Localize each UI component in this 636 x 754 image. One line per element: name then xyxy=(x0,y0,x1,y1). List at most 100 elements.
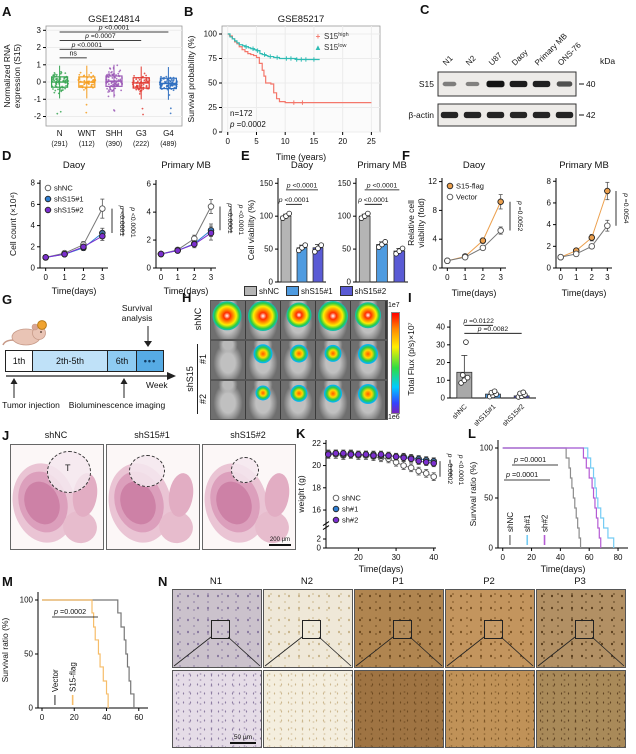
panel-m-label: M xyxy=(2,574,13,589)
legend-swatch xyxy=(244,286,257,296)
mouse-bioluminescence-image xyxy=(281,301,315,339)
inset-box xyxy=(211,620,230,639)
mouse-bioluminescence-image xyxy=(281,381,315,419)
bioluminescence-glow xyxy=(290,384,308,402)
svg-text:Cell viability (%): Cell viability (%) xyxy=(246,200,256,261)
svg-text:50: 50 xyxy=(24,650,33,659)
svg-text:Daoy: Daoy xyxy=(63,160,85,171)
svg-text:6: 6 xyxy=(547,198,552,207)
bioluminescence-imaging-label: Bioluminescence imaging xyxy=(68,400,166,410)
svg-text:80: 80 xyxy=(614,553,623,562)
svg-text:N2: N2 xyxy=(464,53,478,67)
mouse-bioluminescence-image xyxy=(211,341,245,379)
svg-text:▲: ▲ xyxy=(314,43,322,52)
svg-text:shS15#2: shS15#2 xyxy=(54,206,84,215)
svg-text:sh#2: sh#2 xyxy=(541,514,550,532)
legend-label: shS15#1 xyxy=(301,286,333,296)
panel-c-label: C xyxy=(420,2,430,17)
legend-swatch xyxy=(339,286,353,296)
svg-text:100: 100 xyxy=(480,444,494,453)
svg-text:Normalized RNA: Normalized RNA xyxy=(2,44,12,108)
svg-text:β-actin: β-actin xyxy=(408,110,434,120)
panel-n-ihc: N1 50 μm N2 P1 P2 P3 xyxy=(158,576,636,752)
svg-text:50: 50 xyxy=(264,245,273,254)
down-arrow-icon xyxy=(144,326,152,347)
svg-text:p =0.0002: p =0.0002 xyxy=(446,453,453,485)
svg-text:0: 0 xyxy=(29,704,34,713)
inset-lines xyxy=(537,636,625,667)
svg-text:Daoy: Daoy xyxy=(463,160,485,171)
svg-text:0: 0 xyxy=(347,278,352,287)
panel-e-label: E xyxy=(241,148,250,163)
svg-text:shNC: shNC xyxy=(506,512,515,532)
svg-text:4: 4 xyxy=(547,220,552,229)
histology-image: T xyxy=(10,444,104,550)
bioluminescence-glow xyxy=(317,301,348,331)
svg-text:kDa: kDa xyxy=(600,56,615,66)
svg-text:40: 40 xyxy=(586,79,596,89)
svg-text:0: 0 xyxy=(147,264,152,273)
svg-text:100: 100 xyxy=(20,596,34,605)
svg-text:20: 20 xyxy=(436,358,445,367)
ihc-image xyxy=(354,589,444,668)
svg-text:-2: -2 xyxy=(34,112,42,121)
svg-text:50: 50 xyxy=(484,494,493,503)
panel-b-label: B xyxy=(184,4,194,19)
svg-text:p <0.0001: p <0.0001 xyxy=(98,25,130,32)
svg-text:sh#2: sh#2 xyxy=(342,516,358,525)
svg-text:30: 30 xyxy=(436,340,445,349)
svg-text:S15-flag: S15-flag xyxy=(456,182,484,191)
ihc-sample-label: P2 xyxy=(483,576,495,587)
svg-text:40: 40 xyxy=(102,713,111,722)
svg-text:p <0.0001: p <0.0001 xyxy=(278,197,310,204)
svg-text:0: 0 xyxy=(433,264,438,273)
svg-text:1: 1 xyxy=(574,273,579,282)
svg-text:p <0.0001: p <0.0001 xyxy=(357,197,389,204)
svg-text:1: 1 xyxy=(37,60,42,69)
svg-text:Total Flux (p/s)×10⁷: Total Flux (p/s)×10⁷ xyxy=(406,322,416,395)
svg-text:1: 1 xyxy=(62,273,67,282)
scale-bar xyxy=(269,544,291,546)
histology-title: shS15#1 xyxy=(134,430,170,440)
svg-text:2: 2 xyxy=(37,43,42,52)
panel-a-jitter-chart: 3 2 1 0 -1 -2 GSE124814 Normalized RNA expressio… xyxy=(2,14,183,148)
histology-title: shNC xyxy=(44,430,68,440)
svg-text:p <0.0001: p <0.0001 xyxy=(286,182,318,189)
svg-text:1: 1 xyxy=(175,273,180,282)
svg-text:25: 25 xyxy=(367,137,376,146)
tumor-outline xyxy=(129,455,165,487)
svg-text:N1: N1 xyxy=(441,53,455,67)
svg-text:Cell count (×10⁴): Cell count (×10⁴) xyxy=(8,192,18,256)
week-box: ••• xyxy=(136,350,164,372)
svg-text:20: 20 xyxy=(312,461,321,470)
svg-text:0: 0 xyxy=(501,553,506,562)
scale-min-label: 1e6 xyxy=(388,414,400,421)
svg-text:GSE124814: GSE124814 xyxy=(88,14,140,25)
svg-text:(390): (390) xyxy=(106,141,122,148)
inset-lines xyxy=(446,636,534,667)
mouse-bioluminescence-image xyxy=(351,381,385,419)
timeline-week-boxes: 1th 2th-5th 6th ••• xyxy=(5,350,164,372)
svg-text:0: 0 xyxy=(37,78,42,87)
panel-d-daoy-chart: 0 2 4 6 8 0 1 2 3 Daoy Time(days) Cell count (×10⁴)… xyxy=(8,160,136,296)
group-bracket xyxy=(197,344,198,414)
mouse-illustration xyxy=(2,320,47,346)
mouse-bioluminescence-image xyxy=(316,301,350,339)
svg-text:Daoy: Daoy xyxy=(510,48,530,68)
svg-text:60: 60 xyxy=(134,713,143,722)
svg-text:Time(days): Time(days) xyxy=(52,286,97,296)
panel-h-bioluminescence: shNC shS15 #1 #2 1e7 1e6 xyxy=(184,300,412,428)
week-box: 6th xyxy=(107,350,137,372)
svg-text:20: 20 xyxy=(527,553,536,562)
legend-label: shS15#2 xyxy=(354,286,387,296)
panel-i-flux-chart: 0 10 20 30 40 Total Flux (p/s)×10⁷ shNC shS15#1… xyxy=(406,318,536,428)
panel-g-schematic: Survival analysis 1th 2th-5th 6th ••• Week … xyxy=(2,303,178,430)
svg-text:6: 6 xyxy=(31,200,36,209)
legend-swatch xyxy=(286,286,300,296)
svg-text:GSE85217: GSE85217 xyxy=(278,14,324,25)
svg-text:p <0.0001: p <0.0001 xyxy=(226,202,233,234)
svg-text:Primary MB: Primary MB xyxy=(161,160,211,171)
svg-text:Time(days): Time(days) xyxy=(359,564,404,574)
